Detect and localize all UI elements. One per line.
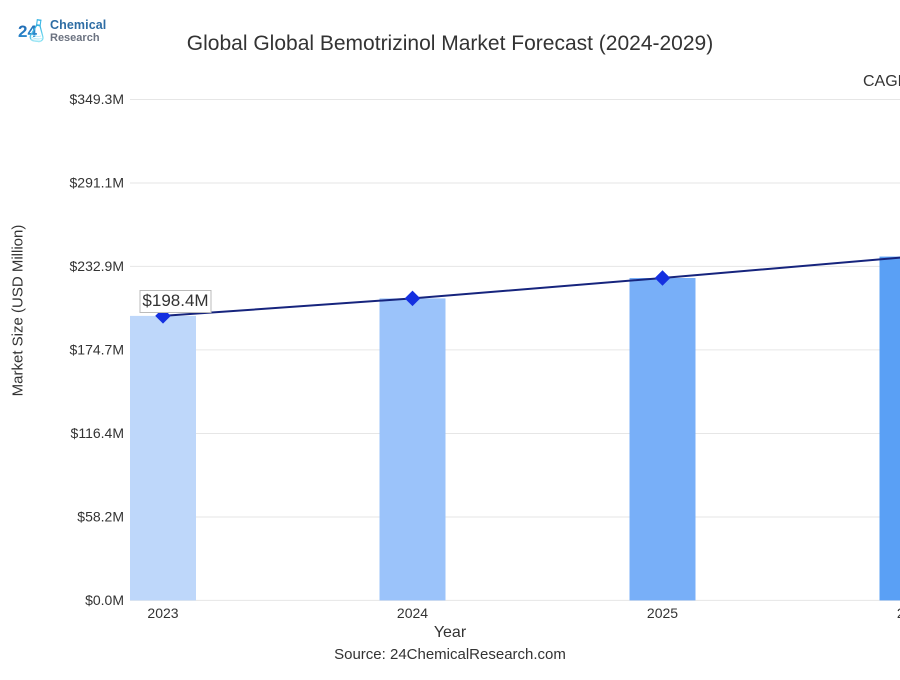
svg-text:$349.3M: $349.3M — [70, 91, 124, 107]
svg-text:$232.9M: $232.9M — [70, 258, 124, 274]
svg-text:$291.1M: $291.1M — [70, 175, 124, 191]
svg-text:$58.2M: $58.2M — [77, 508, 124, 524]
svg-text:2025: 2025 — [647, 605, 678, 621]
svg-text:$174.7M: $174.7M — [70, 341, 124, 357]
svg-text:$116.4M: $116.4M — [71, 425, 124, 441]
svg-text:$0.0M: $0.0M — [85, 592, 124, 608]
svg-text:2024: 2024 — [397, 605, 428, 621]
svg-text:2023: 2023 — [147, 605, 178, 621]
svg-text:$198.4M: $198.4M — [142, 291, 208, 310]
